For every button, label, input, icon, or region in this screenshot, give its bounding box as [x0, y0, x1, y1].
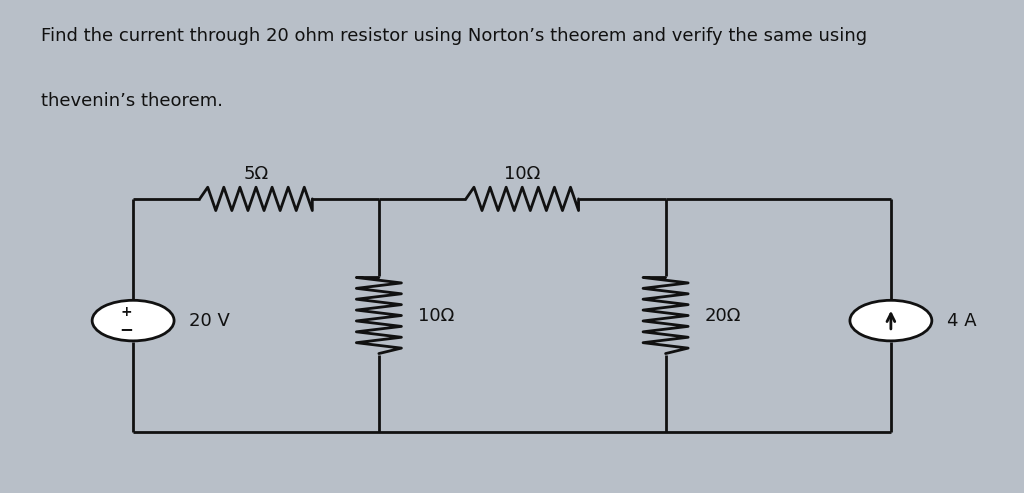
Text: 20Ω: 20Ω — [705, 307, 741, 324]
Text: 10Ω: 10Ω — [504, 165, 541, 183]
Text: 5Ω: 5Ω — [244, 165, 268, 183]
Text: 10Ω: 10Ω — [418, 307, 454, 324]
Circle shape — [850, 300, 932, 341]
Circle shape — [92, 300, 174, 341]
Text: Find the current through 20 ohm resistor using Norton’s theorem and verify the s: Find the current through 20 ohm resistor… — [41, 27, 867, 45]
Text: 20 V: 20 V — [189, 312, 230, 330]
Text: +: + — [120, 305, 132, 319]
Text: thevenin’s theorem.: thevenin’s theorem. — [41, 92, 223, 110]
Text: 4 A: 4 A — [947, 312, 977, 330]
Text: −: − — [119, 320, 133, 338]
